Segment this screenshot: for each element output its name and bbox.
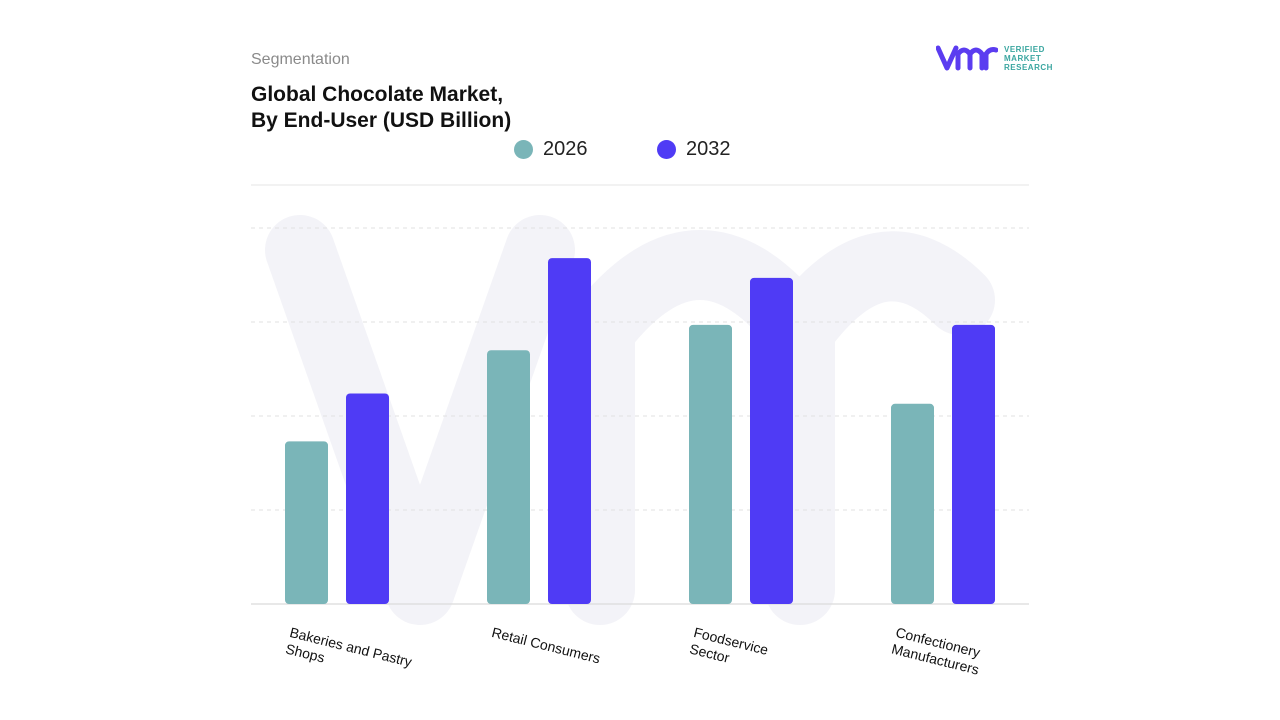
bar-2026-1 <box>487 350 530 604</box>
watermark-logo <box>265 215 995 625</box>
vmr-logo-icon <box>936 45 998 71</box>
bar-2026-0 <box>285 441 328 604</box>
bar-2032-0 <box>346 393 389 604</box>
legend-swatch-2026 <box>514 139 533 159</box>
logo-text-3: RESEARCH <box>1004 62 1053 72</box>
legend-item-2026: 2026 <box>514 138 588 160</box>
bar-2026-3 <box>891 403 934 604</box>
title-line-1: Global Chocolate Market, <box>251 83 504 106</box>
legend-item-2032: 2032 <box>657 138 731 160</box>
bar-2032-2 <box>750 277 793 604</box>
bar-2032-3 <box>952 324 995 604</box>
legend-label-2032: 2032 <box>686 138 731 160</box>
bar-2032-1 <box>548 258 591 604</box>
legend-label-2026: 2026 <box>543 138 588 160</box>
logo-text-1: VERIFIED <box>1004 44 1045 54</box>
bar-2026-2 <box>689 324 732 604</box>
title-line-2: By End-User (USD Billion) <box>251 109 512 132</box>
logo: VERIFIED MARKET RESEARCH <box>936 44 1053 72</box>
chart-title: Global Chocolate Market, By End-User (US… <box>251 82 511 134</box>
logo-text-2: MARKET <box>1004 53 1042 63</box>
segment-label: Segmentation <box>251 51 350 68</box>
legend-swatch-2032 <box>657 139 676 159</box>
